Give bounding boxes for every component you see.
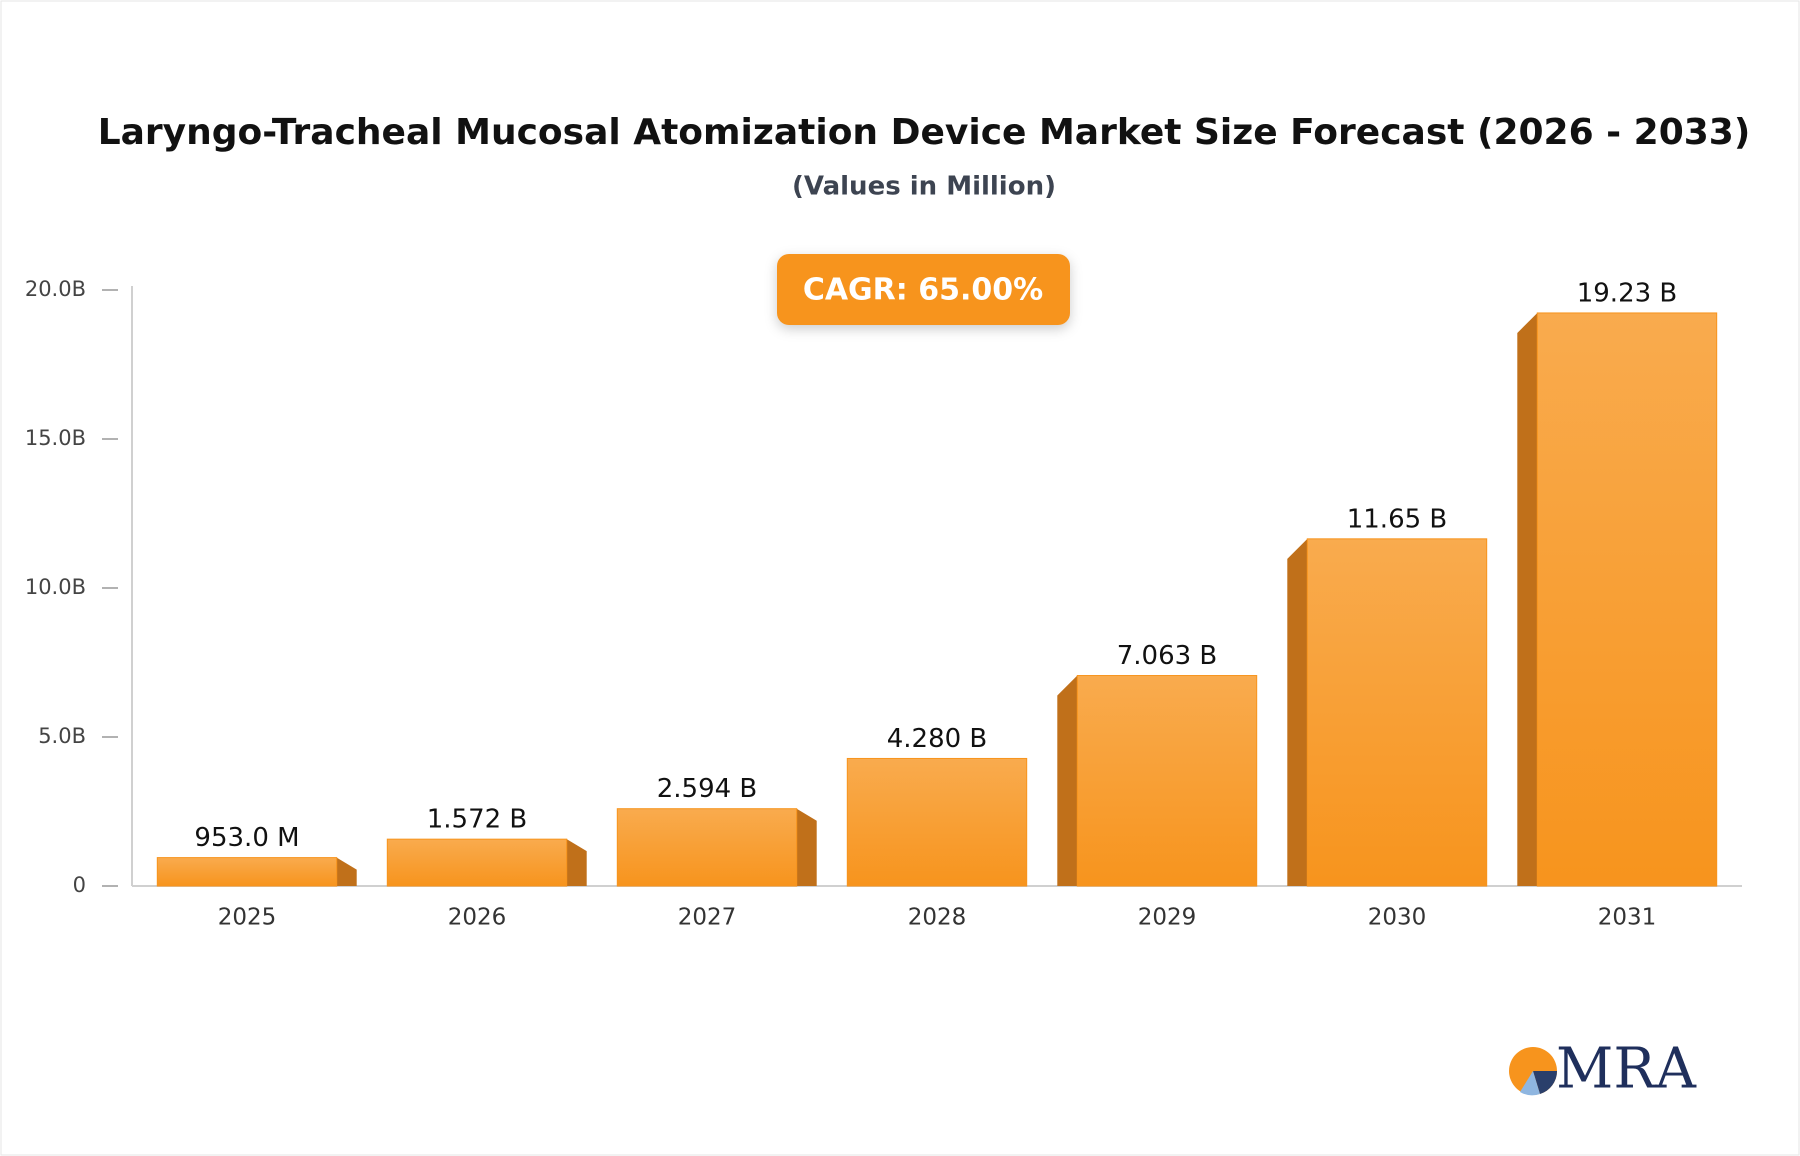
value-label: 2.594 B: [657, 774, 758, 804]
bar: [1306, 538, 1488, 887]
y-tick-label: 5.0B: [38, 724, 86, 748]
bar: [156, 857, 338, 887]
logo: MRA: [1509, 1037, 1697, 1102]
value-label: 4.280 B: [887, 724, 988, 754]
bar-side: [1517, 312, 1538, 886]
chart-subtitle: (Values in Million): [792, 172, 1056, 202]
x-tick-label: 2029: [1138, 905, 1197, 931]
value-label: 19.23 B: [1577, 278, 1678, 308]
value-label: 11.65 B: [1347, 504, 1448, 534]
bar-side: [1057, 675, 1078, 886]
value-label: 953.0 M: [194, 823, 299, 853]
bar: [1536, 312, 1718, 887]
x-tick-label: 2030: [1368, 905, 1427, 931]
cagr-badge: [777, 254, 1070, 325]
value-label: 7.063 B: [1117, 641, 1218, 671]
y-tick-label: 0: [73, 873, 86, 897]
logo-text: MRA: [1556, 1037, 1697, 1102]
value-label: 1.572 B: [427, 805, 528, 835]
bar: [1076, 675, 1258, 887]
logo-icon-slice: [1533, 1071, 1558, 1094]
bar-side: [1287, 538, 1308, 886]
chart-title: Laryngo-Tracheal Mucosal Atomization Dev…: [98, 112, 1751, 153]
x-tick-label: 2028: [908, 905, 967, 931]
bar: [616, 808, 798, 887]
cagr-label: CAGR: 65.00%: [803, 273, 1043, 308]
bar-side: [566, 839, 587, 886]
y-tick-label: 15.0B: [25, 426, 86, 450]
bar-side: [336, 857, 357, 886]
y-tick-label: 20.0B: [25, 277, 86, 301]
x-tick-label: 2027: [678, 905, 737, 931]
x-tick-label: 2025: [218, 905, 277, 931]
bar: [846, 757, 1028, 887]
bar-side: [796, 808, 817, 886]
logo-icon-slice: [1520, 1071, 1540, 1096]
bar: [386, 838, 568, 887]
y-tick-label: 10.0B: [25, 575, 86, 599]
x-tick-label: 2026: [448, 905, 507, 931]
x-tick-label: 2031: [1598, 905, 1657, 931]
